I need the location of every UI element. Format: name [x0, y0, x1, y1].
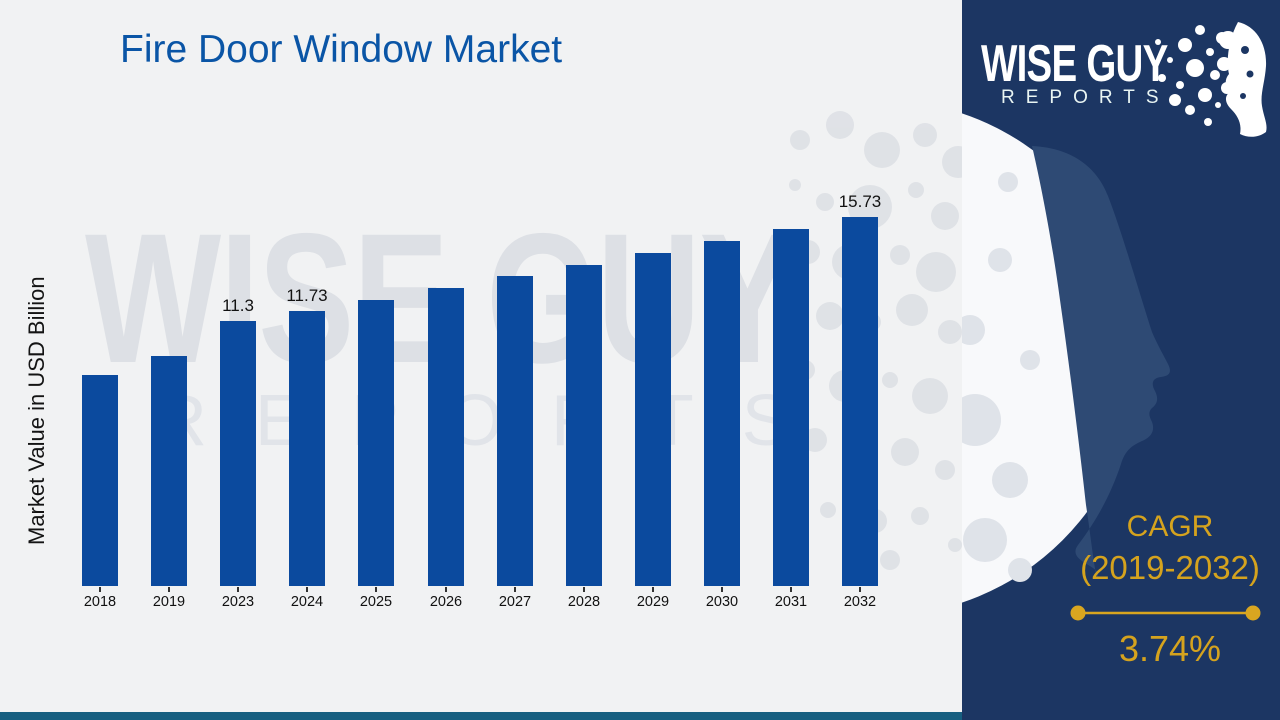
- x-axis-label-2024: 2024: [290, 594, 324, 610]
- bar-2019: [151, 356, 187, 586]
- chart-bars: 2018 2019 2023 11.3 2024 11.73 2025 2026 2027 202…: [82, 192, 882, 610]
- x-axis-label-2018: 2018: [83, 594, 117, 610]
- x-tick-2024: [306, 587, 308, 592]
- bar-2030: [704, 241, 740, 586]
- x-axis-label-2019: 2019: [152, 594, 186, 610]
- bar-2024: [289, 311, 325, 586]
- x-axis-label-2027: 2027: [498, 594, 532, 610]
- bar-2031: [773, 229, 809, 586]
- cagr-underline: [1070, 605, 1261, 621]
- x-tick-2032: [859, 587, 861, 592]
- cagr-range: (2019-2032): [1080, 549, 1260, 586]
- x-axis-label-2026: 2026: [429, 594, 463, 610]
- x-axis-label-2032: 2032: [843, 594, 877, 610]
- watermark-line2: REPORTS: [155, 380, 838, 462]
- page-title: Fire Door Window Market: [120, 28, 563, 71]
- x-axis-label-2023: 2023: [221, 594, 255, 610]
- x-axis-label-2030: 2030: [705, 594, 739, 610]
- bar-2032: [842, 217, 878, 586]
- bar-2025: [358, 300, 394, 586]
- x-axis-label-2031: 2031: [774, 594, 808, 610]
- x-tick-2023: [237, 587, 239, 592]
- x-tick-2018: [99, 587, 101, 592]
- x-tick-2028: [583, 587, 585, 592]
- cagr-value: 3.74%: [1118, 628, 1222, 669]
- x-tick-2019: [168, 587, 170, 592]
- x-axis-label-2028: 2028: [567, 594, 601, 610]
- bar-2029: [635, 253, 671, 586]
- x-tick-2031: [790, 587, 792, 592]
- x-axis-label-2029: 2029: [636, 594, 670, 610]
- x-tick-2027: [514, 587, 516, 592]
- brand-name: WISE GUY: [981, 35, 1168, 93]
- x-tick-2026: [445, 587, 447, 592]
- bar-value-label-2032: 15.73: [838, 192, 882, 211]
- bar-2026: [428, 288, 464, 586]
- circle-blotches: [962, 172, 1040, 582]
- x-tick-2025: [375, 587, 377, 592]
- cagr-label: CAGR: [1126, 510, 1214, 543]
- bar-2018: [82, 375, 118, 586]
- bottom-accent-strip: [0, 712, 962, 720]
- face-silhouette: [1032, 146, 1170, 577]
- x-axis-label-2025: 2025: [359, 594, 393, 610]
- bar-value-label-2023: 11.3: [222, 296, 254, 315]
- bar-2023: [220, 321, 256, 586]
- x-tick-2029: [652, 587, 654, 592]
- bar-2027: [497, 276, 533, 586]
- bar-2028: [566, 265, 602, 586]
- logo-face-icon: [1155, 22, 1267, 137]
- brand-subtitle: REPORTS: [1001, 87, 1170, 108]
- brand-panel: [962, 0, 1280, 720]
- bar-value-label-2024: 11.73: [286, 286, 328, 305]
- x-tick-2030: [721, 587, 723, 592]
